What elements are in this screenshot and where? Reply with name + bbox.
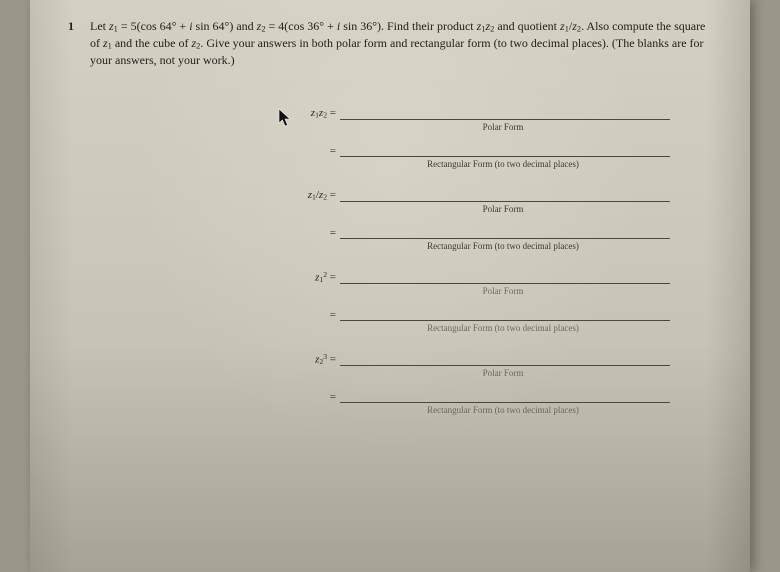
- answers-area: z1z2 = Polar Form = Rectangular Form (to…: [280, 105, 670, 433]
- square-label: z12 =: [280, 270, 340, 284]
- group-product: z1z2 = Polar Form = Rectangular Form (to…: [280, 105, 670, 169]
- problem-number: 1: [68, 18, 74, 34]
- quotient-polar-caption: Polar Form: [336, 204, 670, 214]
- quotient-label: z1/z2 =: [280, 189, 340, 202]
- quotient-polar-row: z1/z2 =: [280, 187, 670, 202]
- product-polar-caption: Polar Form: [336, 122, 670, 132]
- quotient-rect-row: =: [280, 224, 670, 239]
- cube-rect-blank[interactable]: [340, 388, 670, 403]
- problem-statement: 1 Let z1 = 5(cos 64° + i sin 64°) and z2…: [90, 18, 710, 68]
- product-polar-blank[interactable]: [340, 105, 670, 120]
- product-rect-row: =: [280, 142, 670, 157]
- quotient-rect-caption: Rectangular Form (to two decimal places): [336, 241, 670, 251]
- equals-sign: =: [280, 309, 340, 321]
- quotient-rect-blank[interactable]: [340, 224, 670, 239]
- equals-sign: =: [280, 227, 340, 239]
- cube-rect-row: =: [280, 388, 670, 403]
- cube-rect-caption: Rectangular Form (to two decimal places): [336, 405, 670, 415]
- group-square: z12 = Polar Form = Rectangular Form (to …: [280, 269, 670, 333]
- square-rect-blank[interactable]: [340, 306, 670, 321]
- equals-sign: =: [280, 145, 340, 157]
- quotient-polar-blank[interactable]: [340, 187, 670, 202]
- product-rect-blank[interactable]: [340, 142, 670, 157]
- square-polar-row: z12 =: [280, 269, 670, 284]
- product-rect-caption: Rectangular Form (to two decimal places): [336, 159, 670, 169]
- product-polar-row: z1z2 =: [280, 105, 670, 120]
- cube-label: z23 =: [280, 352, 340, 366]
- cube-polar-caption: Polar Form: [336, 368, 670, 378]
- square-rect-caption: Rectangular Form (to two decimal places): [336, 323, 670, 333]
- group-cube: z23 = Polar Form = Rectangular Form (to …: [280, 351, 670, 415]
- equals-sign: =: [280, 391, 340, 403]
- worksheet-page: 1 Let z1 = 5(cos 64° + i sin 64°) and z2…: [30, 0, 750, 572]
- cube-polar-blank[interactable]: [340, 351, 670, 366]
- product-label: z1z2 =: [280, 107, 340, 120]
- square-polar-blank[interactable]: [340, 269, 670, 284]
- problem-text: Let z1 = 5(cos 64° + i sin 64°) and z2 =…: [90, 19, 705, 67]
- cube-polar-row: z23 =: [280, 351, 670, 366]
- group-quotient: z1/z2 = Polar Form = Rectangular Form (t…: [280, 187, 670, 251]
- square-polar-caption: Polar Form: [336, 286, 670, 296]
- square-rect-row: =: [280, 306, 670, 321]
